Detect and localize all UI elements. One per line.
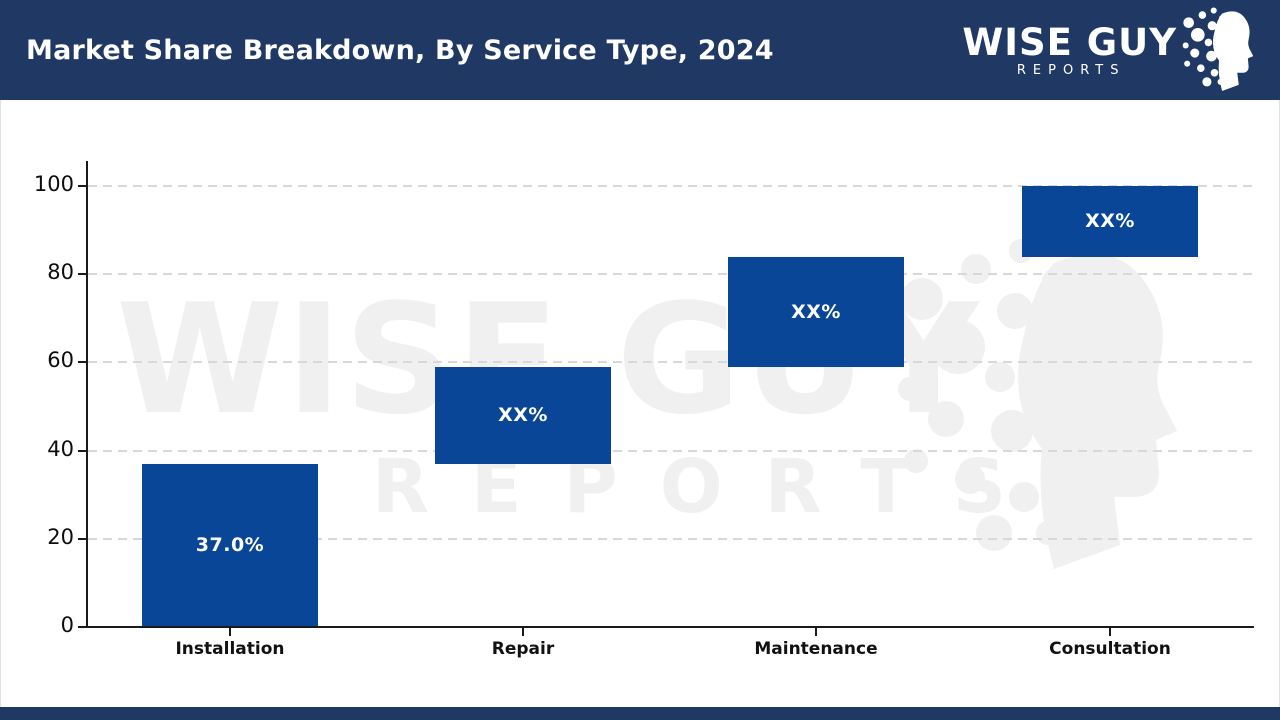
y-tick-100 <box>78 185 86 187</box>
chart-title: Market Share Breakdown, By Service Type,… <box>26 34 774 66</box>
x-axis-label-consultation: Consultation <box>1049 639 1171 659</box>
y-tick-label-40: 40 <box>47 436 74 461</box>
bar-installation: 37.0% <box>142 463 318 627</box>
bar-value-label: XX% <box>791 300 841 323</box>
gridline-80 <box>88 273 1254 276</box>
gridline-100 <box>88 185 1254 187</box>
logo-wordmark: WISE GUY <box>962 20 1177 64</box>
y-tick-20 <box>78 537 86 540</box>
y-axis-line <box>86 161 88 628</box>
y-tick-0 <box>78 626 86 628</box>
y-tick-60 <box>78 361 86 364</box>
x-tick-installation <box>229 627 231 636</box>
x-tick-consultation <box>1109 627 1111 636</box>
x-axis-line <box>86 626 1254 628</box>
logo-subtext: REPORTS <box>1016 62 1126 78</box>
header-bar: Market Share Breakdown, By Service Type,… <box>0 0 1280 100</box>
x-axis-label-repair: Repair <box>491 639 555 659</box>
y-tick-label-20: 20 <box>47 524 74 549</box>
y-tick-label-100: 100 <box>33 172 74 196</box>
y-tick-label-0: 0 <box>60 613 74 637</box>
logo-head-icon <box>1182 7 1254 91</box>
bar-value-label: XX% <box>1085 210 1135 233</box>
bar-repair: XX% <box>435 366 611 464</box>
gridline-60 <box>88 361 1254 364</box>
bar-maintenance: XX% <box>728 256 904 367</box>
gridline-40 <box>88 449 1254 452</box>
bar-value-label: 37.0% <box>195 534 265 557</box>
x-axis-label-installation: Installation <box>175 639 285 659</box>
bar-consultation: XX% <box>1022 186 1198 257</box>
y-tick-label-80: 80 <box>47 260 74 285</box>
y-tick-40 <box>78 449 86 452</box>
x-tick-repair <box>522 627 524 636</box>
bar-value-label: XX% <box>498 404 548 427</box>
gridline-20 <box>88 537 1254 540</box>
x-axis-label-maintenance: Maintenance <box>754 639 878 659</box>
x-tick-maintenance <box>815 627 817 636</box>
brand-logo: WISE GUY REPORTS <box>962 6 1254 94</box>
y-tick-label-60: 60 <box>47 348 74 373</box>
footer-bar <box>0 707 1280 720</box>
watermark-head-icon <box>898 239 1177 569</box>
y-tick-80 <box>78 273 86 276</box>
